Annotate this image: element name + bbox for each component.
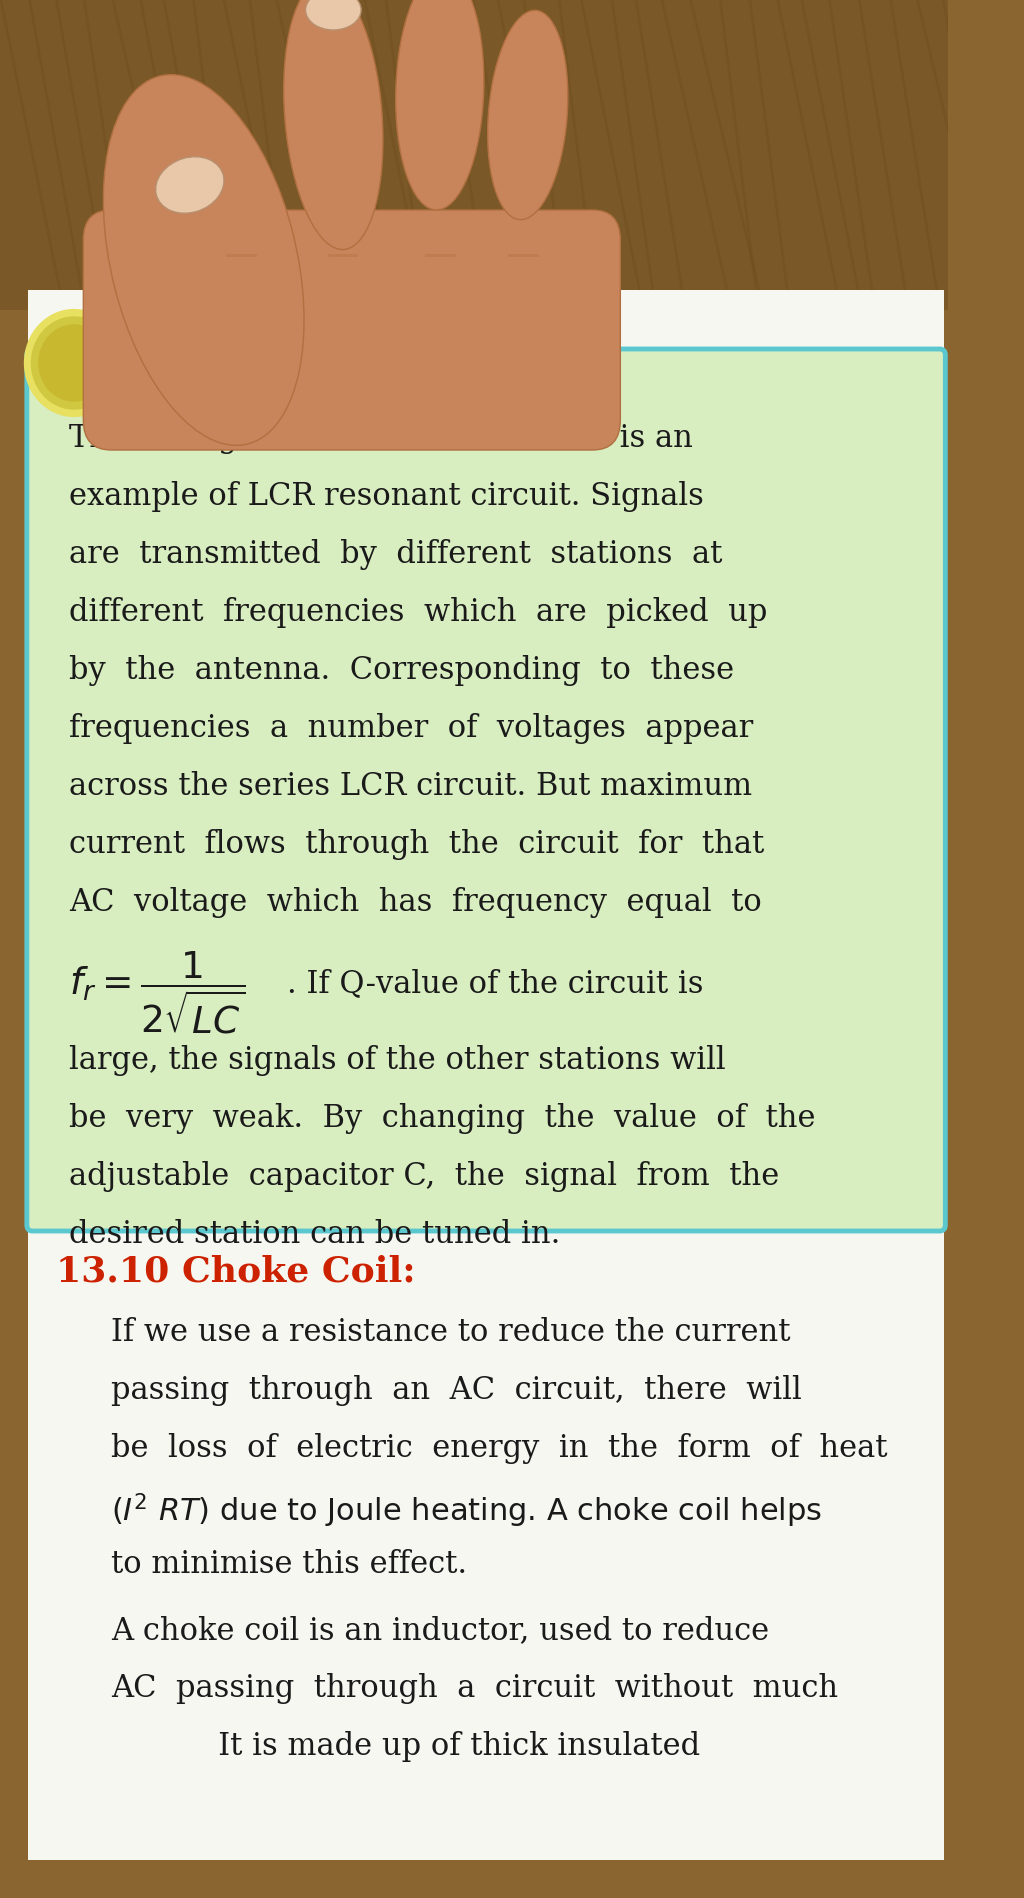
FancyBboxPatch shape [27, 349, 945, 1232]
Text: by  the  antenna.  Corresponding  to  these: by the antenna. Corresponding to these [70, 655, 734, 685]
Text: frequencies  a  number  of  voltages  appear: frequencies a number of voltages appear [70, 714, 754, 744]
FancyBboxPatch shape [28, 290, 944, 1860]
Text: know?: know? [242, 332, 354, 363]
Ellipse shape [284, 0, 383, 249]
Text: different  frequencies  which  are  picked  up: different frequencies which are picked u… [70, 598, 768, 628]
Text: desired station can be tuned in.: desired station can be tuned in. [70, 1219, 561, 1251]
FancyBboxPatch shape [209, 319, 388, 376]
Text: large, the signals of the other stations will: large, the signals of the other stations… [70, 1046, 726, 1076]
Text: AC  voltage  which  has  frequency  equal  to: AC voltage which has frequency equal to [70, 886, 762, 919]
Text: AC  passing  through  a  circuit  without  much: AC passing through a circuit without muc… [112, 1672, 839, 1704]
Text: current  flows  through  the  circuit  for  that: current flows through the circuit for th… [70, 829, 765, 860]
Ellipse shape [103, 74, 304, 446]
Text: example of LCR resonant circuit. Signals: example of LCR resonant circuit. Signals [70, 480, 705, 512]
Text: to minimise this effect.: to minimise this effect. [112, 1549, 467, 1579]
Text: . If Q-value of the circuit is: . If Q-value of the circuit is [287, 968, 703, 998]
Text: be  very  weak.  By  changing  the  value  of  the: be very weak. By changing the value of t… [70, 1103, 816, 1133]
Text: passing  through  an  AC  circuit,  there  will: passing through an AC circuit, there wil… [112, 1374, 802, 1406]
Ellipse shape [395, 0, 484, 211]
Circle shape [39, 325, 110, 400]
Text: A choke coil is an inductor, used to reduce: A choke coil is an inductor, used to red… [112, 1615, 769, 1646]
Text: If we use a resistance to reduce the current: If we use a resistance to reduce the cur… [112, 1317, 791, 1348]
FancyBboxPatch shape [83, 211, 621, 450]
Circle shape [26, 311, 122, 416]
Ellipse shape [305, 0, 361, 30]
Text: The tuning circuit of a radio  or TV is an: The tuning circuit of a radio or TV is a… [70, 423, 693, 454]
Text: $f_r = \dfrac{1}{2\sqrt{LC}}$: $f_r = \dfrac{1}{2\sqrt{LC}}$ [70, 951, 246, 1036]
Text: are  transmitted  by  different  stations  at: are transmitted by different stations at [70, 539, 723, 569]
Text: 13.10 Choke Coil:: 13.10 Choke Coil: [55, 1255, 415, 1289]
Text: be  loss  of  electric  energy  in  the  form  of  heat: be loss of electric energy in the form o… [112, 1433, 888, 1463]
Text: It is made up of thick insulated: It is made up of thick insulated [112, 1731, 700, 1761]
FancyBboxPatch shape [0, 0, 948, 309]
Ellipse shape [156, 158, 224, 213]
Text: across the series LCR circuit. But maximum: across the series LCR circuit. But maxim… [70, 771, 753, 803]
Ellipse shape [487, 9, 568, 220]
Circle shape [32, 317, 117, 408]
Text: ($I^2$ $RT$) due to Joule heating. A choke coil helps: ($I^2$ $RT$) due to Joule heating. A cho… [112, 1492, 822, 1530]
Text: adjustable  capacitor C,  the  signal  from  the: adjustable capacitor C, the signal from … [70, 1162, 779, 1192]
